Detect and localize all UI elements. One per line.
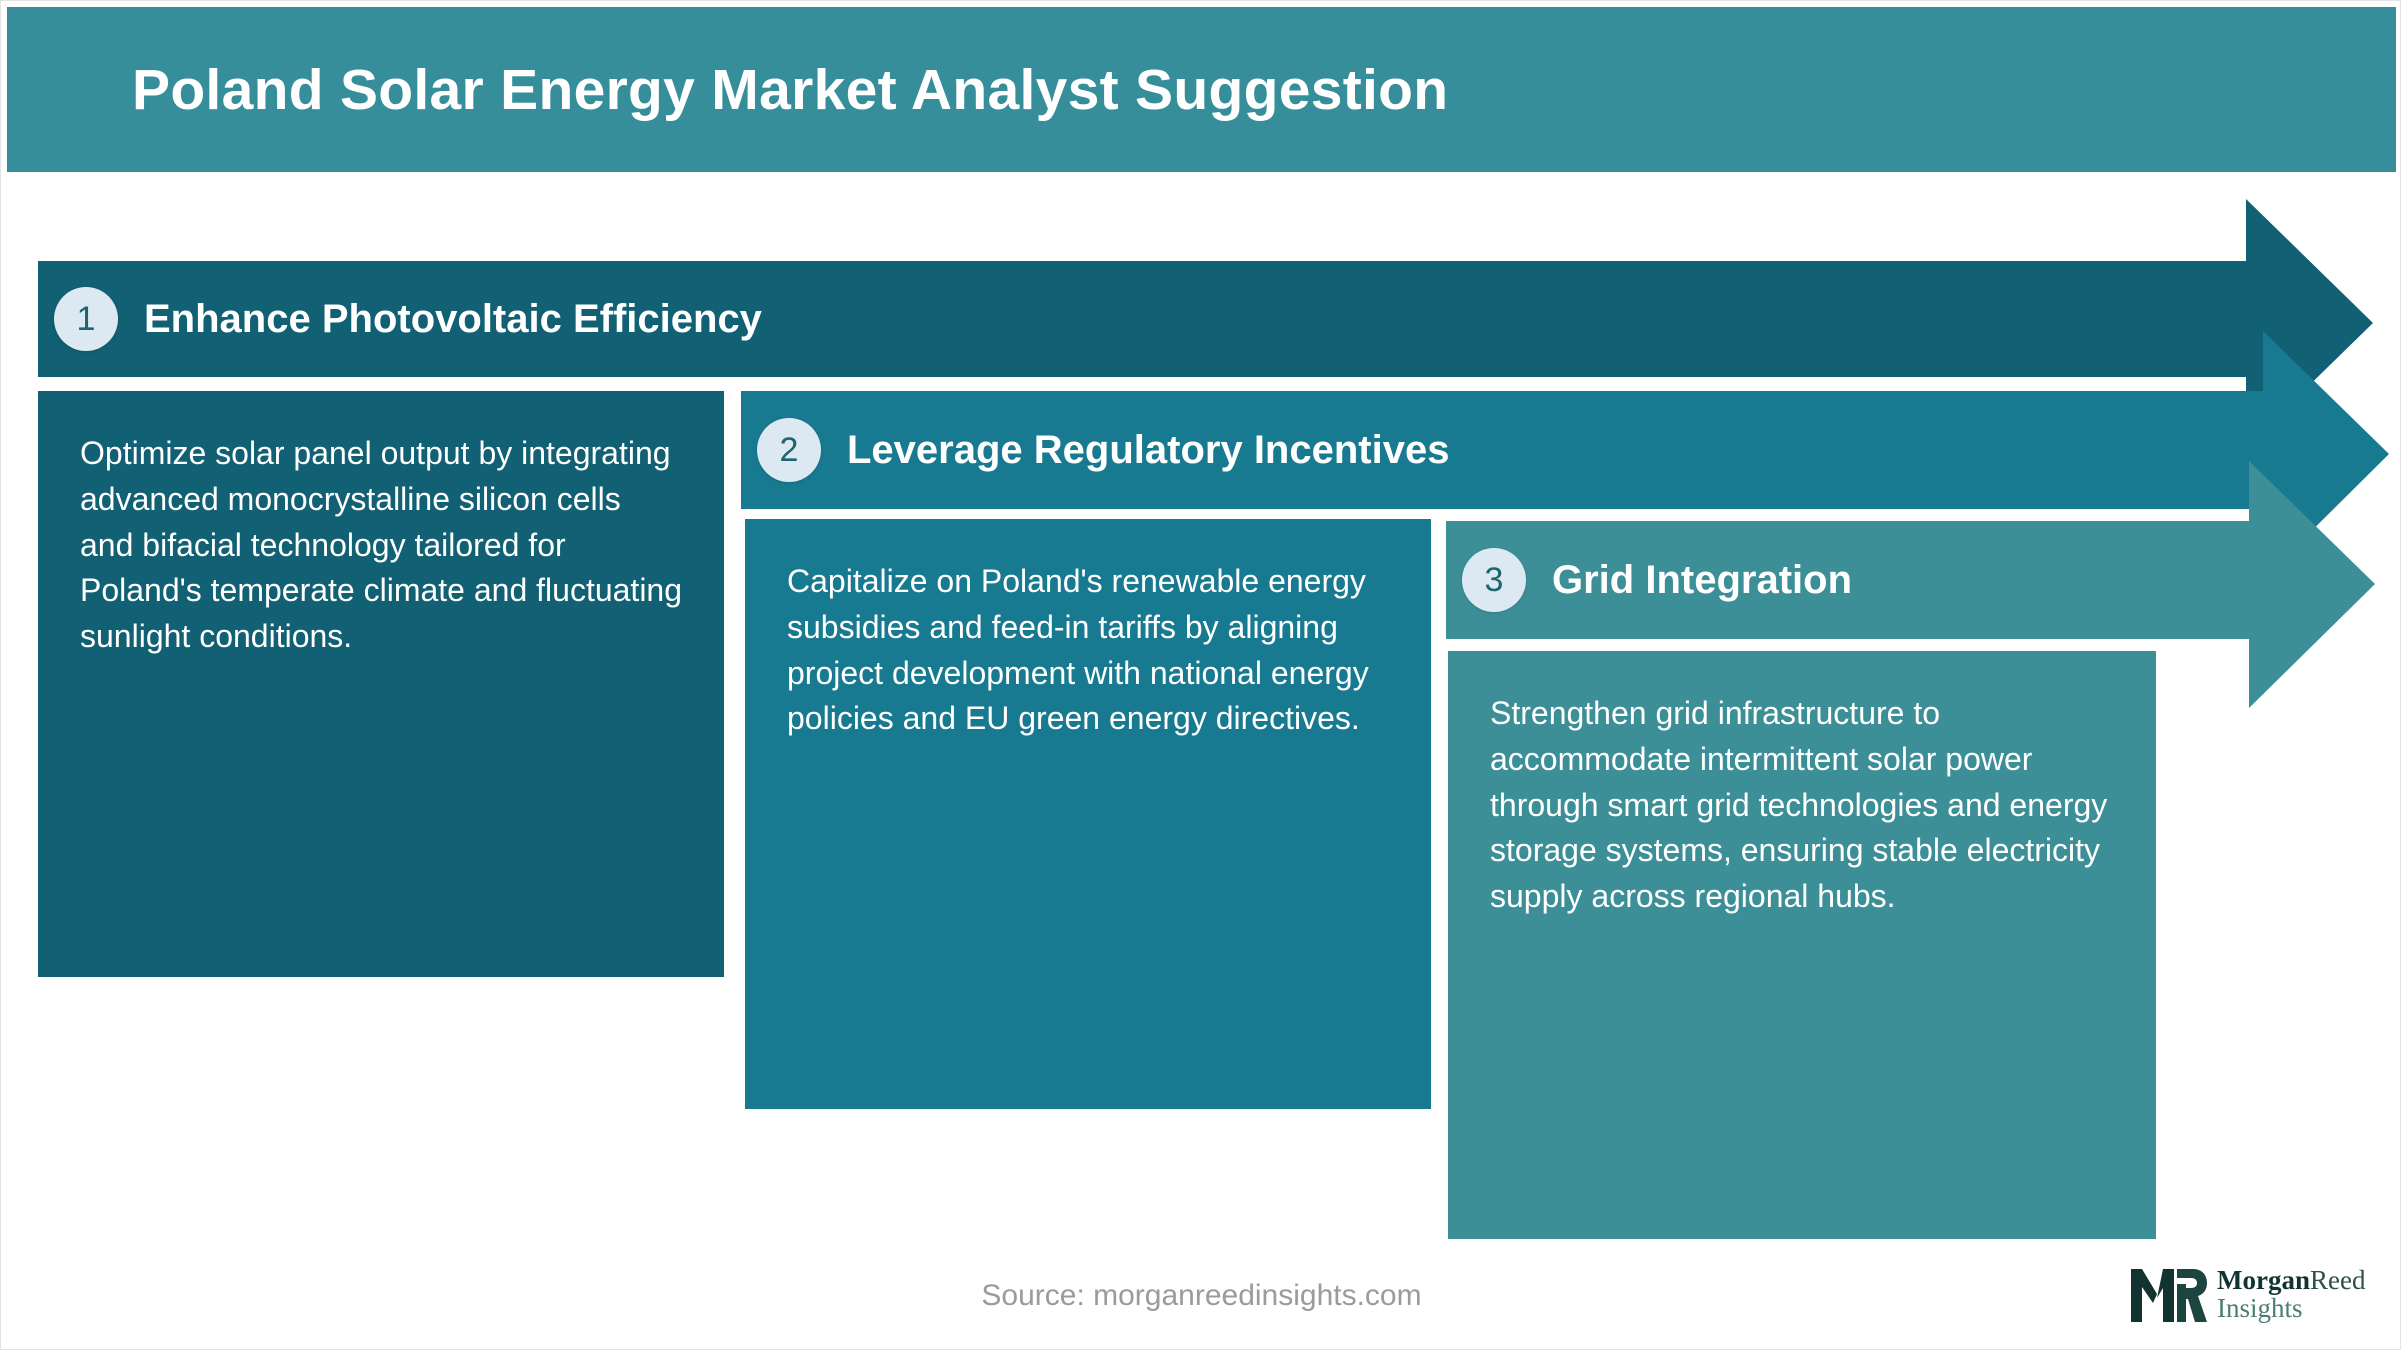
page-title: Poland Solar Energy Market Analyst Sugge… xyxy=(132,57,1449,122)
step-number-2: 2 xyxy=(779,431,799,469)
step-number-badge-2: 2 xyxy=(757,418,821,482)
step-description-card-2: Capitalize on Poland's renewable energy … xyxy=(745,519,1431,1109)
source-note: Source: morganreedinsights.com xyxy=(981,1279,1422,1312)
header-banner: Poland Solar Energy Market Analyst Sugge… xyxy=(7,7,2396,172)
brand-logo: MorganReed Insights xyxy=(2129,1259,2365,1331)
step-description-text-2: Capitalize on Poland's renewable energy … xyxy=(787,563,1369,737)
mr-monogram-icon xyxy=(2131,1269,2207,1322)
step-description-text-1: Optimize solar panel output by integrati… xyxy=(80,435,683,654)
step-title-2: Leverage Regulatory Incentives xyxy=(847,427,1450,472)
logo-reed: Reed xyxy=(2309,1265,2366,1296)
step-number-badge-3: 3 xyxy=(1462,548,1526,612)
step-number-3: 3 xyxy=(1484,561,1504,599)
step-description-card-1: Optimize solar panel output by integrati… xyxy=(38,391,724,977)
logo-wordmark: MorganReed Insights xyxy=(2217,1267,2365,1322)
step-header-2: 2 Leverage Regulatory Incentives xyxy=(741,391,2263,509)
logo-line-1: MorganReed xyxy=(2217,1267,2365,1295)
step-header-1: 1 Enhance Photovoltaic Efficiency xyxy=(38,261,2246,377)
step-description-card-3: Strengthen grid infrastructure to accomm… xyxy=(1448,651,2156,1239)
logo-morgan: Morgan xyxy=(2217,1265,2310,1296)
step-header-3: 3 Grid Integration xyxy=(1446,521,2249,639)
step-description-text-3: Strengthen grid infrastructure to accomm… xyxy=(1490,695,2108,914)
step-title-1: Enhance Photovoltaic Efficiency xyxy=(144,296,762,341)
step-title-3: Grid Integration xyxy=(1552,557,1852,602)
step-number-1: 1 xyxy=(76,300,96,338)
step-number-badge-1: 1 xyxy=(54,287,118,351)
logo-line-2: Insights xyxy=(2217,1293,2303,1323)
